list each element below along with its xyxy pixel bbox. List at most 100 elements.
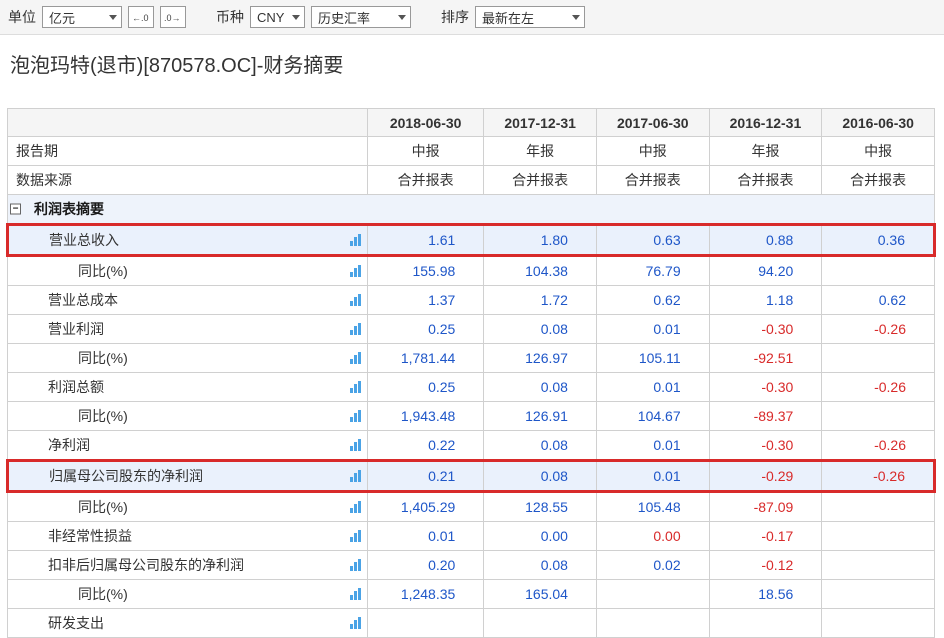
table-cell: 0.36 (822, 225, 935, 256)
table-cell: 0.08 (484, 431, 597, 461)
row-report-period: 报告期中报年报中报年报中报 (8, 137, 935, 166)
table-cell: 1,248.35 (368, 580, 484, 609)
bar-chart-icon[interactable] (350, 323, 361, 335)
bar-chart-icon[interactable] (350, 410, 361, 422)
currency-dropdown[interactable]: CNY (250, 6, 305, 28)
table-cell (368, 609, 484, 638)
table-cell: 0.62 (596, 286, 709, 315)
table-cell: 105.48 (596, 492, 709, 522)
table-cell (822, 522, 935, 551)
table-cell: 0.22 (368, 431, 484, 461)
table-cell: 0.00 (596, 522, 709, 551)
bar-chart-icon[interactable] (350, 352, 361, 364)
rate-dropdown[interactable]: 历史汇率 (311, 6, 411, 28)
unit-dropdown[interactable]: 亿元 (42, 6, 122, 28)
chevron-down-icon (398, 15, 406, 20)
chevron-down-icon (109, 15, 117, 20)
bar-chart-icon[interactable] (350, 439, 361, 451)
table-cell: -87.09 (709, 492, 822, 522)
sort-dropdown[interactable]: 最新在左 (475, 6, 585, 28)
section-title: 利润表摘要 (16, 201, 104, 217)
table-row: 归属母公司股东的净利润0.210.080.01-0.29-0.26 (8, 461, 935, 492)
table-cell: 76.79 (596, 256, 709, 286)
table-cell: 1.18 (709, 286, 822, 315)
col-header[interactable]: 2016-06-30 (822, 109, 935, 137)
collapse-icon[interactable]: − (10, 204, 21, 215)
unit-label: 单位 (8, 7, 36, 27)
bar-chart-icon[interactable] (350, 265, 361, 277)
table-cell: 18.56 (709, 580, 822, 609)
table-cell: 0.08 (484, 551, 597, 580)
col-header[interactable]: 2016-12-31 (709, 109, 822, 137)
row-data-source: 数据来源合并报表合并报表合并报表合并报表合并报表 (8, 166, 935, 195)
table-cell: 0.02 (596, 551, 709, 580)
table-row: 营业总收入1.611.800.630.880.36 (8, 225, 935, 256)
table-cell (822, 609, 935, 638)
decrease-decimal-button[interactable]: ←.0 (128, 6, 154, 28)
table-cell (596, 580, 709, 609)
row-label: 营业总成本 (8, 286, 368, 315)
table-cell: 0.01 (368, 522, 484, 551)
table-row: 扣非后归属母公司股东的净利润0.200.080.02-0.12 (8, 551, 935, 580)
col-header[interactable]: 2017-12-31 (484, 109, 597, 137)
table-row: 同比(%)1,943.48126.91104.67-89.37 (8, 402, 935, 431)
svg-text:.0→: .0→ (164, 13, 181, 23)
table-cell: 105.11 (596, 344, 709, 373)
currency-label: 币种 (216, 7, 244, 27)
table-cell: 0.08 (484, 373, 597, 402)
bar-chart-icon[interactable] (350, 294, 361, 306)
increase-decimal-button[interactable]: .0→ (160, 6, 186, 28)
row-label: 研发支出 (8, 609, 368, 638)
table-cell: 165.04 (484, 580, 597, 609)
row-label: 报告期 (8, 137, 368, 166)
bar-chart-icon[interactable] (350, 381, 361, 393)
row-label: 同比(%) (8, 580, 368, 609)
table-cell: 年报 (709, 137, 822, 166)
table-row: 同比(%)1,781.44126.97105.11-92.51 (8, 344, 935, 373)
table-cell: -0.30 (709, 315, 822, 344)
table-cell: -0.29 (709, 461, 822, 492)
table-row: 营业总成本1.371.720.621.180.62 (8, 286, 935, 315)
row-label: 同比(%) (8, 256, 368, 286)
table-row: 同比(%)1,248.35165.04 18.56 (8, 580, 935, 609)
bar-chart-icon[interactable] (350, 617, 361, 629)
table-header-dates: 2018-06-30 2017-12-31 2017-06-30 2016-12… (8, 109, 935, 137)
table-cell (822, 492, 935, 522)
table-cell: -89.37 (709, 402, 822, 431)
row-label: 同比(%) (8, 402, 368, 431)
table-cell: 1.61 (368, 225, 484, 256)
table-cell: 104.38 (484, 256, 597, 286)
table-row: 研发支出 (8, 609, 935, 638)
table-cell: 中报 (822, 137, 935, 166)
table-cell: 0.25 (368, 373, 484, 402)
table-cell: 1.80 (484, 225, 597, 256)
row-label: 扣非后归属母公司股东的净利润 (8, 551, 368, 580)
table-cell: -0.30 (709, 373, 822, 402)
bar-chart-icon[interactable] (350, 470, 361, 482)
col-header[interactable]: 2018-06-30 (368, 109, 484, 137)
table-cell (822, 344, 935, 373)
table-cell: 1.72 (484, 286, 597, 315)
bar-chart-icon[interactable] (350, 559, 361, 571)
bar-chart-icon[interactable] (350, 234, 361, 246)
row-label: 数据来源 (8, 166, 368, 195)
row-label: 非经常性损益 (8, 522, 368, 551)
table-cell: -0.26 (822, 373, 935, 402)
col-header[interactable]: 2017-06-30 (596, 109, 709, 137)
table-cell: 合并报表 (484, 166, 597, 195)
table-cell: 1,943.48 (368, 402, 484, 431)
bar-chart-icon[interactable] (350, 501, 361, 513)
table-cell: 合并报表 (822, 166, 935, 195)
table-cell: 0.01 (596, 373, 709, 402)
bar-chart-icon[interactable] (350, 530, 361, 542)
chevron-down-icon (292, 15, 300, 20)
table-cell: 1,405.29 (368, 492, 484, 522)
table-cell: 0.01 (596, 461, 709, 492)
table-cell (822, 402, 935, 431)
row-label: 同比(%) (8, 344, 368, 373)
table-cell (484, 609, 597, 638)
bar-chart-icon[interactable] (350, 588, 361, 600)
row-label: 同比(%) (8, 492, 368, 522)
table-cell: 1,781.44 (368, 344, 484, 373)
table-cell: 1.37 (368, 286, 484, 315)
